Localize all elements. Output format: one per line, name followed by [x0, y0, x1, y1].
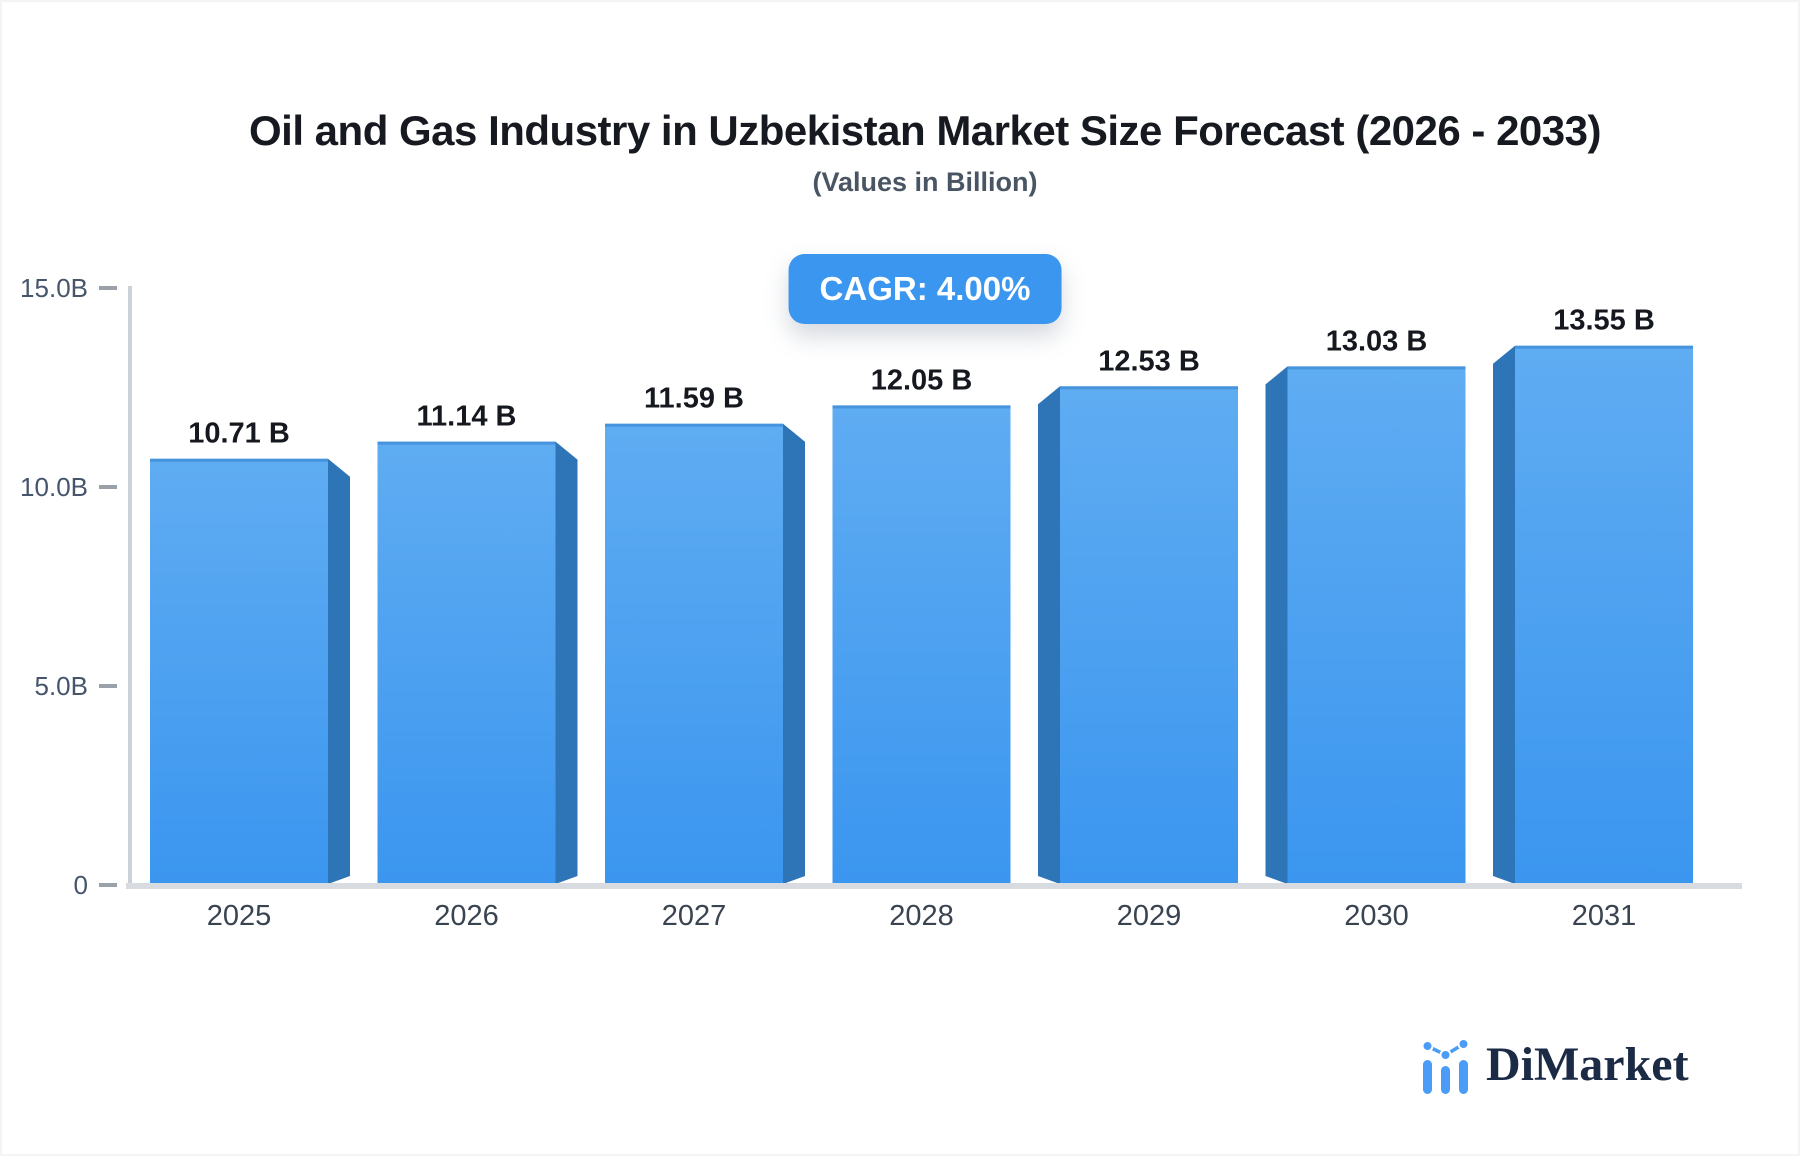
bar — [1060, 386, 1238, 884]
x-axis-label: 2026 — [434, 900, 499, 932]
bar — [832, 405, 1011, 884]
bar — [150, 458, 328, 884]
bar-side-face — [328, 458, 350, 884]
bar-value-label: 10.71 B — [188, 418, 290, 450]
bar — [377, 441, 556, 884]
bar-value-label: 11.59 B — [644, 383, 744, 415]
x-axis-label: 2028 — [889, 900, 954, 932]
y-axis-line — [128, 286, 132, 885]
bar-value-label: 12.53 B — [1098, 345, 1200, 377]
y-axis-tick — [99, 485, 117, 489]
y-axis-tick — [99, 684, 117, 688]
x-axis-label: 2029 — [1117, 900, 1182, 932]
y-axis-tick-label: 0 — [74, 870, 88, 900]
y-axis-tick-label: 15.0B — [20, 273, 88, 303]
bar-value-label: 11.14 B — [417, 401, 517, 433]
bar-value-label: 13.03 B — [1326, 325, 1428, 357]
cagr-badge: CAGR: 4.00% — [788, 254, 1062, 324]
y-axis-tick — [99, 883, 117, 887]
brand-name: DiMarket — [1486, 1038, 1689, 1091]
bar-line-chart-icon — [1421, 1038, 1470, 1094]
bar-top-edge — [605, 423, 783, 427]
bar-side-face — [555, 441, 578, 884]
bar-side-face — [1265, 366, 1288, 884]
page-subtitle: (Values in Billion) — [812, 167, 1038, 197]
bar-side-face — [783, 423, 805, 884]
page-title: Oil and Gas Industry in Uzbekistan Marke… — [249, 107, 1602, 154]
bar-side-face — [1038, 386, 1060, 884]
bar-top-edge — [150, 458, 328, 462]
bar-top-edge — [832, 405, 1011, 409]
y-axis-tick-label: 10.0B — [20, 472, 88, 502]
x-axis-baseline — [126, 883, 1742, 889]
y-axis-tick-label: 5.0B — [35, 671, 89, 701]
x-axis-label: 2031 — [1572, 900, 1637, 932]
x-axis-label: 2025 — [207, 900, 272, 932]
bar-side-face — [1493, 345, 1515, 885]
bar-value-label: 12.05 B — [871, 364, 973, 396]
bar — [1287, 366, 1466, 884]
bar-top-edge — [1287, 366, 1466, 370]
bar-top-edge — [1060, 386, 1238, 390]
y-axis-tick — [99, 286, 117, 290]
bar — [605, 423, 783, 884]
bar-top-edge — [377, 441, 556, 445]
bar-top-edge — [1515, 345, 1693, 349]
bar — [1515, 345, 1693, 885]
bar-value-label: 13.55 B — [1553, 305, 1655, 337]
brand-logo: DiMarket — [1421, 1038, 1689, 1096]
x-axis-label: 2027 — [662, 900, 727, 932]
x-axis-label: 2030 — [1344, 900, 1409, 932]
